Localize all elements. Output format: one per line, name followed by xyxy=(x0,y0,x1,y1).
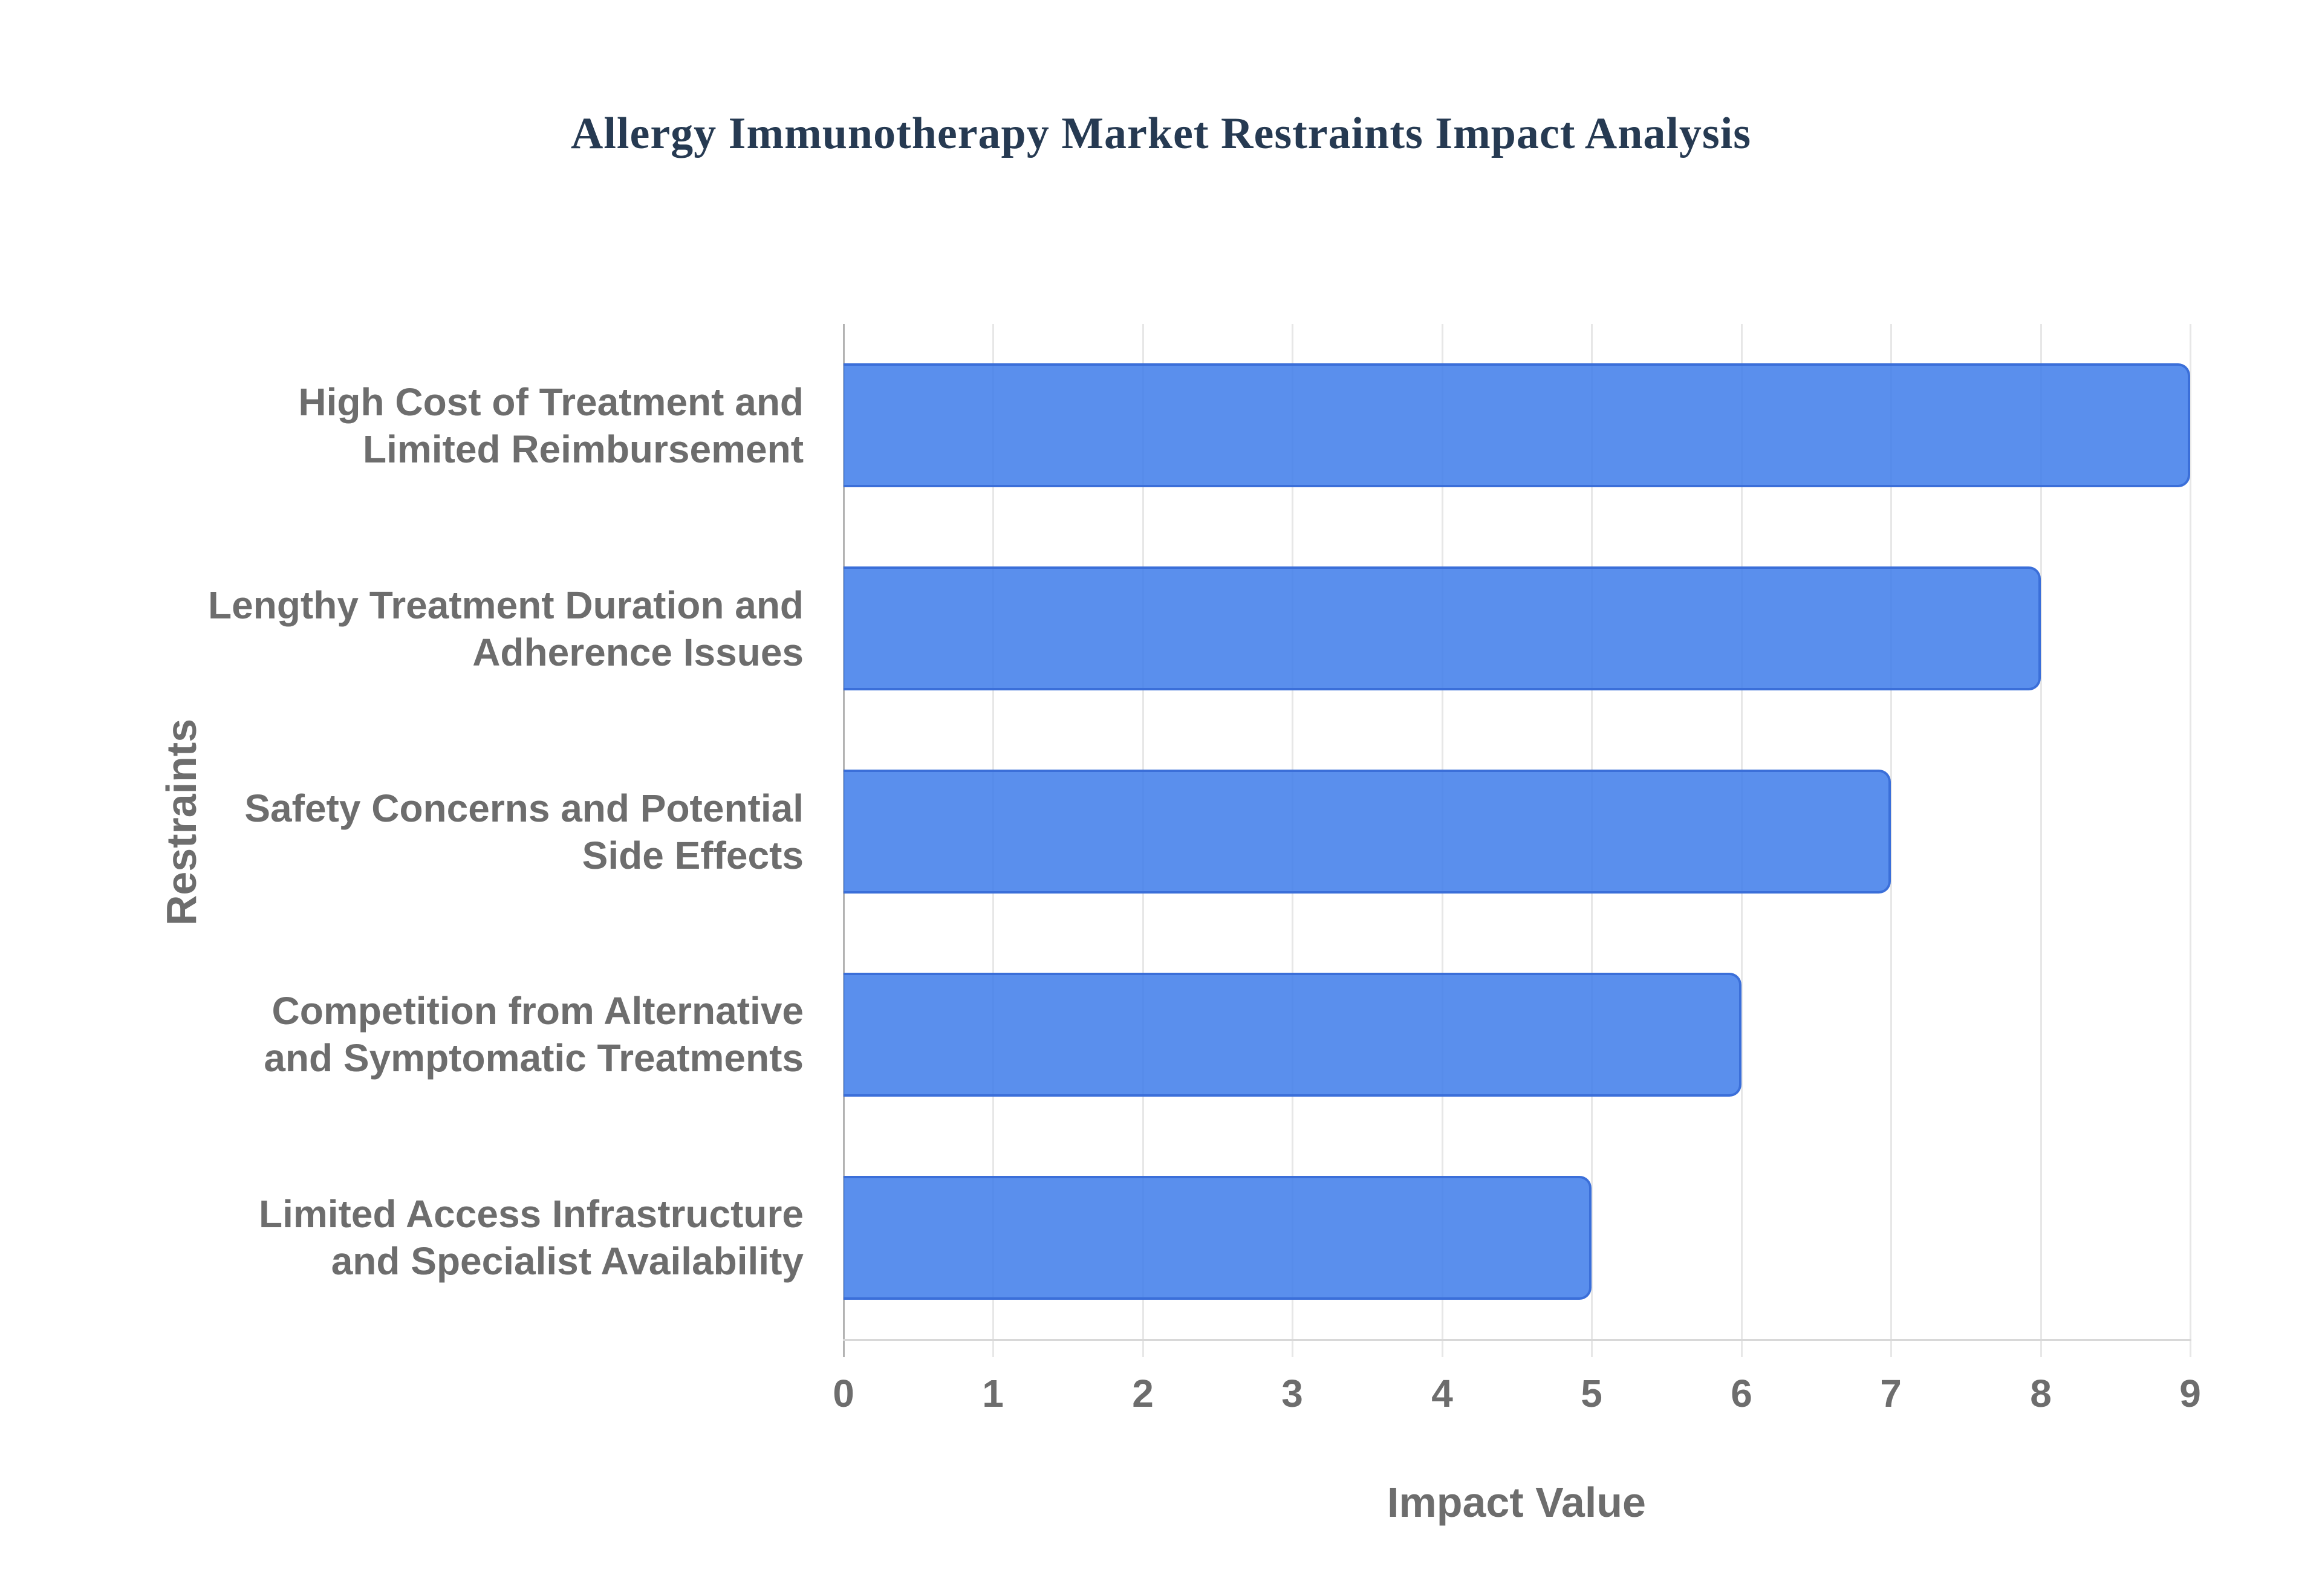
x-tick-label: 9 xyxy=(2179,1372,2201,1415)
x-axis-line xyxy=(843,1339,2191,1341)
x-tick-label: 0 xyxy=(833,1372,854,1415)
gridline xyxy=(2040,324,2042,1357)
category-label: Safety Concerns and Potential Side Effec… xyxy=(244,787,804,877)
bar[interactable] xyxy=(844,566,2041,690)
category-label: Limited Access Infrastructure and Specia… xyxy=(258,1192,804,1283)
x-tick-label: 5 xyxy=(1581,1372,1602,1415)
x-tick-label: 4 xyxy=(1431,1372,1453,1415)
x-tick-label: 1 xyxy=(982,1372,1004,1415)
bar[interactable] xyxy=(844,363,2190,487)
category-label: High Cost of Treatment and Limited Reimb… xyxy=(298,380,804,471)
chart-title: Allergy Immunotherapy Market Restraints … xyxy=(570,109,1752,158)
x-tick-label: 2 xyxy=(1132,1372,1154,1415)
x-tick-label: 8 xyxy=(2030,1372,2052,1415)
gridline xyxy=(2190,324,2191,1357)
bar[interactable] xyxy=(844,770,1891,894)
bar[interactable] xyxy=(844,973,1742,1097)
x-axis-title: Impact Value xyxy=(1387,1479,1646,1526)
gridline xyxy=(1890,324,1892,1357)
x-tick-label: 3 xyxy=(1281,1372,1303,1415)
x-tick-label: 6 xyxy=(1731,1372,1752,1415)
plot-area xyxy=(843,324,2191,1357)
category-label: Lengthy Treatment Duration and Adherence… xyxy=(208,583,804,674)
category-label: Competition from Alternative and Symptom… xyxy=(264,989,804,1080)
bar[interactable] xyxy=(844,1176,1592,1300)
x-tick-label: 7 xyxy=(1880,1372,1902,1415)
